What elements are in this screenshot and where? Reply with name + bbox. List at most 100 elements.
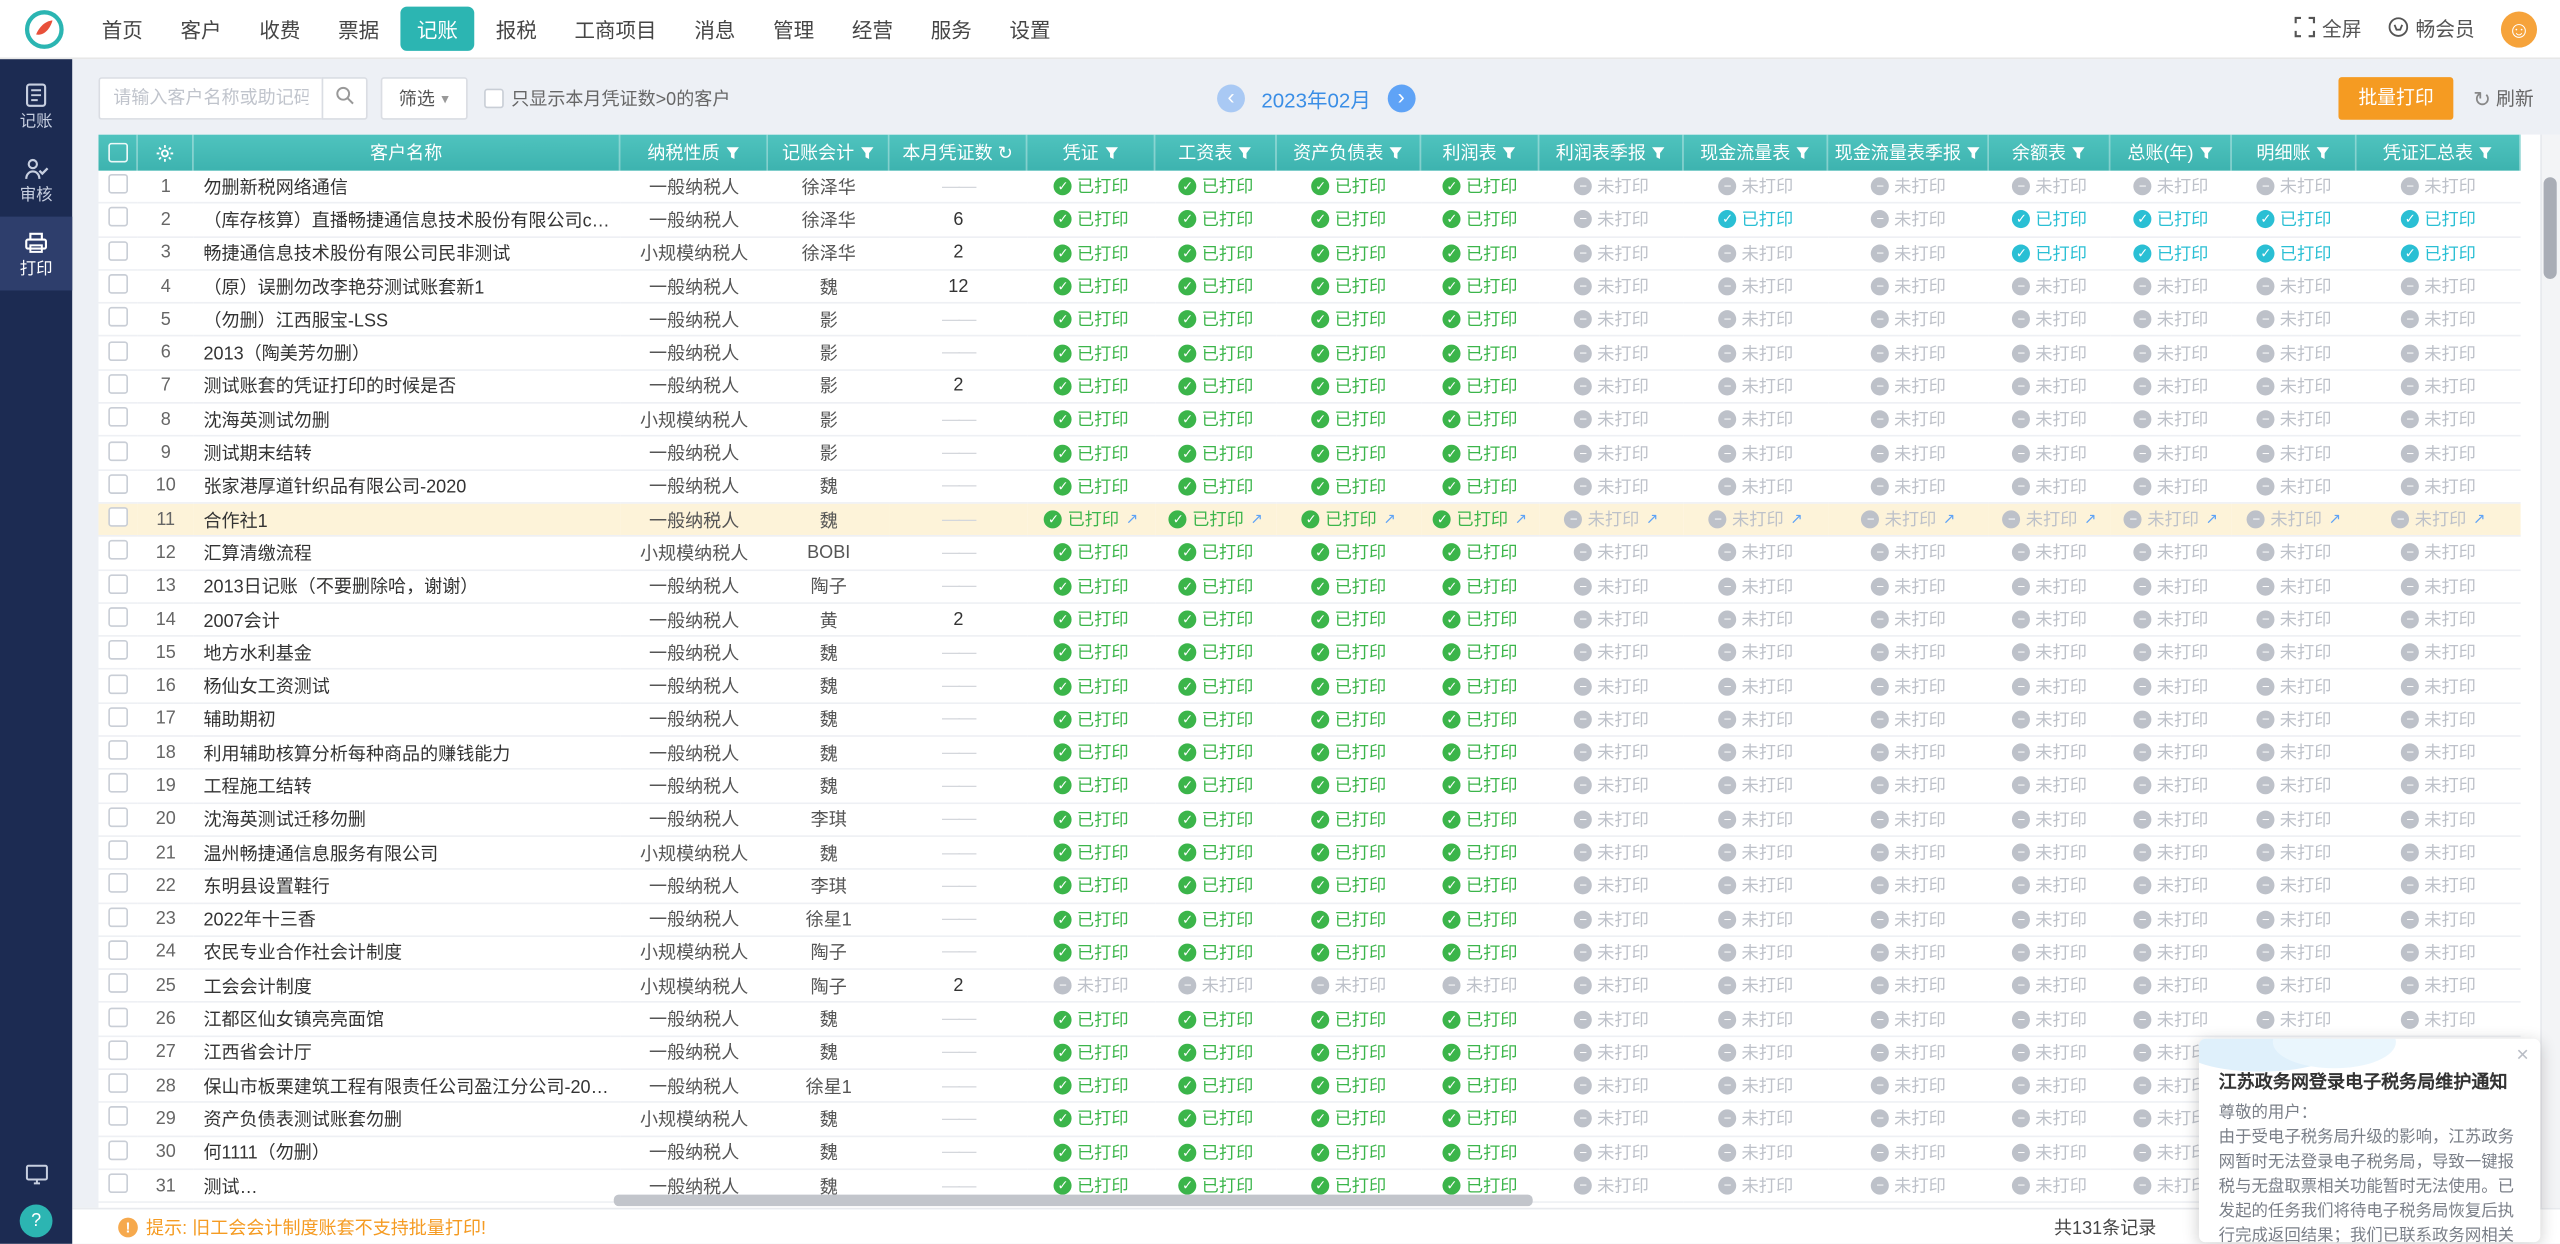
table-row[interactable]: 30 何1111（勿删） 一般纳税人魏 —— ✓ 已打印 ✓ 已打印 ✓ 已打印 ✓ 已打印 − 未打印 −… (98, 1137, 2521, 1170)
table-row[interactable]: 15 地方水利基金 一般纳税人魏 —— ✓ 已打印 ✓ 已打印 ✓ 已打印 ✓ 已打印 − 未打印 − 未打印… (98, 637, 2521, 671)
table-row[interactable]: 23 2022年十三香 一般纳税人 徐星1 —— ✓ 已打印 ✓ 已打印 ✓ 已打印 ✓ 已打印 − 未打印… (98, 903, 2521, 937)
table-row[interactable]: 16 杨仙女工资测试 一般纳税人魏 —— ✓ 已打印 ✓ 已打印 ✓ 已打印 ✓ 已打印 − 未打印 − 未打… (98, 670, 2521, 704)
table-row[interactable]: 12 汇算清缴流程 小规模纳税人 BOBI —— ✓ 已打印 ✓ 已打印 ✓ 已打印 ✓ 已打印 − 未打印… (98, 537, 2521, 571)
nav-item-设置[interactable]: 设置 (1009, 19, 1051, 43)
search-input[interactable] (98, 77, 322, 120)
table-row[interactable]: 22 东明县设置鞋行 一般纳税人 李琪 —— ✓ 已打印 ✓ 已打印 ✓ 已打印 ✓ 已打印 − 未打印 − 未… (98, 870, 2521, 904)
filter-icon[interactable] (1795, 145, 1810, 160)
row-checkbox[interactable] (108, 1040, 129, 1060)
filter-icon[interactable] (1104, 145, 1119, 160)
nav-item-经营[interactable]: 经营 (851, 19, 893, 43)
customer-name[interactable]: 汇算清缴流程 (193, 537, 621, 571)
row-checkbox[interactable] (108, 207, 129, 228)
customer-name[interactable]: 利用辅助核算分析每种商品的赚钱能力 (193, 737, 621, 771)
customer-name[interactable]: 2007会计 (193, 604, 621, 637)
row-checkbox[interactable] (108, 840, 129, 861)
row-checkbox[interactable] (108, 473, 129, 494)
nav-item-收费[interactable]: 收费 (259, 19, 301, 43)
customer-name[interactable]: 畅捷通信息技术股份有限公司民非测试 (193, 237, 621, 271)
table-row[interactable]: 13 2013日记账（不要删除哈，谢谢） 一般纳税人 陶子 —— ✓ 已打印 ✓ 已打印 ✓ 已打印… (98, 570, 2521, 604)
customer-name[interactable]: 东明县设置鞋行 (193, 870, 621, 904)
table-row[interactable]: 28保山市板栗建筑工程有限责任公司盈江分公司-2020(20220614…一般纳… (98, 1070, 2521, 1104)
vertical-scrollbar-thumb[interactable] (2543, 177, 2557, 279)
table-row[interactable]: 26 江都区仙女镇亮亮面馆 一般纳税人魏 —— ✓ 已打印 ✓ 已打印 ✓ 已打印 ✓ 已打印 − 未打印… (98, 1003, 2521, 1037)
customer-name[interactable]: （原）误删勿改李艳芬测试账套新1 (193, 271, 621, 304)
nav-item-首页[interactable]: 首页 (101, 19, 143, 43)
customer-name[interactable]: 勿删新税网络通信 (193, 171, 621, 204)
row-checkbox[interactable] (108, 340, 129, 361)
batch-print-button[interactable]: 批量打印 (2338, 77, 2454, 120)
filter-button[interactable]: 筛选 ▾ (380, 77, 467, 120)
table-row[interactable]: 25 工会会计制度 小规模纳税人 陶子 2− 未打印 − 未打印 − 未打印 − 未打印 − 未打印 − 未打… (98, 970, 2521, 1004)
open-report-link-icon[interactable]: ↗ (2328, 510, 2341, 527)
select-all-checkbox[interactable] (107, 142, 128, 163)
table-row[interactable]: 29 资产负债表测试账套勿删 小规模纳税人魏 —— ✓ 已打印 ✓ 已打印 ✓ 已打印 ✓ 已打印 − 未… (98, 1103, 2521, 1137)
customer-name[interactable]: （库存核算）直播畅捷通信息技术股份有限公司chanjet（原… (193, 204, 621, 238)
row-checkbox[interactable] (108, 1140, 129, 1160)
row-checkbox[interactable] (108, 807, 129, 827)
row-checkbox[interactable] (108, 240, 129, 261)
table-row[interactable]: 2（库存核算）直播畅捷通信息技术股份有限公司chanjet（原…一般纳税人徐泽华… (98, 204, 2521, 238)
customer-name[interactable]: 资产负债表测试账套勿删 (193, 1103, 621, 1137)
open-report-link-icon[interactable]: ↗ (1514, 510, 1528, 527)
filter-icon[interactable] (1237, 145, 1252, 160)
table-row[interactable]: 18 利用辅助核算分析每种商品的赚钱能力 一般纳税人魏 —— ✓ 已打印 ✓ 已打印 ✓ 已打印 ✓… (98, 737, 2521, 771)
table-row[interactable]: 24 农民专业合作社会计制度 小规模纳税人 陶子 —— ✓ 已打印 ✓ 已打印 ✓ 已打印 ✓ 已打印 −… (98, 937, 2521, 971)
service-icon[interactable]: ? (19, 1204, 53, 1238)
row-checkbox[interactable] (108, 540, 129, 561)
customer-name[interactable]: 2022年十三香 (193, 903, 621, 937)
row-checkbox[interactable] (108, 174, 129, 194)
customer-name[interactable]: 2013（陶美芳勿删） (193, 337, 621, 371)
table-row[interactable]: 14 2007会计 一般纳税人黄 2 ✓ 已打印 ✓ 已打印 ✓ 已打印 ✓ 已打印 − 未打印 − 未打印 −… (98, 604, 2521, 637)
customer-name[interactable]: 温州畅捷通信息服务有限公司 (193, 837, 621, 871)
filter-icon[interactable] (1651, 145, 1666, 160)
open-report-link-icon[interactable]: ↗ (1790, 510, 1803, 527)
nav-item-管理[interactable]: 管理 (773, 19, 815, 43)
table-row[interactable]: 27 江西省会计厅 一般纳税人魏 —— ✓ 已打印 ✓ 已打印 ✓ 已打印 ✓ 已打印 − 未打印 − 未打印… (98, 1037, 2521, 1070)
customer-name[interactable]: 测试期末结转 (193, 437, 621, 471)
customer-name[interactable]: 江西省会计厅 (193, 1037, 621, 1070)
table-row[interactable]: 7 测试账套的凭证打印的时候是否 一般纳税人影 2 ✓ 已打印 ✓ 已打印 ✓ 已打印 ✓ 已打印 − 未… (98, 371, 2521, 404)
filter-icon[interactable] (1502, 145, 1517, 160)
table-row[interactable]: 3 畅捷通信息技术股份有限公司民非测试 小规模纳税人 徐泽华 2 ✓ 已打印 ✓ 已打印 ✓ 已打印… (98, 237, 2521, 271)
nav-item-消息[interactable]: 消息 (694, 19, 736, 43)
customer-name[interactable]: 张家港厚道针织品有限公司-2020 (193, 470, 621, 504)
nav-item-报税[interactable]: 报税 (495, 19, 537, 43)
table-row[interactable]: 21 温州畅捷通信息服务有限公司 小规模纳税人魏 —— ✓ 已打印 ✓ 已打印 ✓ 已打印 ✓ 已打印… (98, 837, 2521, 871)
table-row[interactable]: 6 2013（陶美芳勿删） 一般纳税人影 —— ✓ 已打印 ✓ 已打印 ✓ 已打印 ✓ 已打印 − 未打印… (98, 337, 2521, 371)
row-checkbox[interactable] (108, 873, 129, 894)
refresh-icon[interactable]: ↻ (997, 143, 1013, 164)
customer-name[interactable]: 辅助期初 (193, 704, 621, 737)
refresh-button[interactable]: ↻ 刷新 (2473, 85, 2534, 111)
open-report-link-icon[interactable]: ↗ (2084, 510, 2097, 527)
row-checkbox[interactable] (108, 1006, 129, 1027)
table-row[interactable]: 20 沈海英测试迁移勿删 一般纳税人 李琪 —— ✓ 已打印 ✓ 已打印 ✓ 已打印 ✓ 已打印 − 未打印… (98, 804, 2521, 837)
customer-name[interactable]: 农民专业合作社会计制度 (193, 937, 621, 971)
customer-name[interactable]: 沈海英测试勿删 (193, 404, 621, 438)
customer-name[interactable]: 江都区仙女镇亮亮面馆 (193, 1003, 621, 1037)
customer-name[interactable]: 沈海英测试迁移勿删 (193, 804, 621, 837)
filter-icon[interactable] (1388, 145, 1403, 160)
open-report-link-icon[interactable]: ↗ (1125, 510, 1139, 527)
open-report-link-icon[interactable]: ↗ (1383, 510, 1396, 527)
filter-icon[interactable] (2071, 145, 2086, 160)
avatar[interactable]: ☺ (2500, 10, 2538, 47)
open-report-link-icon[interactable]: ↗ (1942, 510, 1956, 527)
row-checkbox[interactable] (108, 507, 129, 527)
nav-item-工商项目[interactable]: 工商项目 (574, 19, 657, 43)
row-checkbox[interactable] (108, 906, 129, 927)
row-checkbox[interactable] (108, 740, 129, 761)
row-checkbox[interactable] (108, 274, 129, 294)
customer-name[interactable]: 2013日记账（不要删除哈，谢谢） (193, 570, 621, 604)
nav-item-票据[interactable]: 票据 (338, 19, 380, 43)
row-checkbox[interactable] (108, 307, 129, 328)
member-button[interactable]: 畅会员 (2388, 15, 2475, 43)
row-checkbox[interactable] (108, 374, 129, 394)
close-icon[interactable]: × (2516, 1042, 2529, 1067)
table-row[interactable]: 17 辅助期初 一般纳税人魏 —— ✓ 已打印 ✓ 已打印 ✓ 已打印 ✓ 已打印 − 未打印 − 未打印 − 未… (98, 704, 2521, 737)
current-month[interactable]: 2023年02月 (1261, 89, 1371, 113)
row-checkbox[interactable] (108, 973, 129, 994)
filter-icon[interactable] (2315, 145, 2330, 160)
filter-icon[interactable] (2478, 145, 2493, 160)
row-checkbox[interactable] (108, 673, 129, 694)
